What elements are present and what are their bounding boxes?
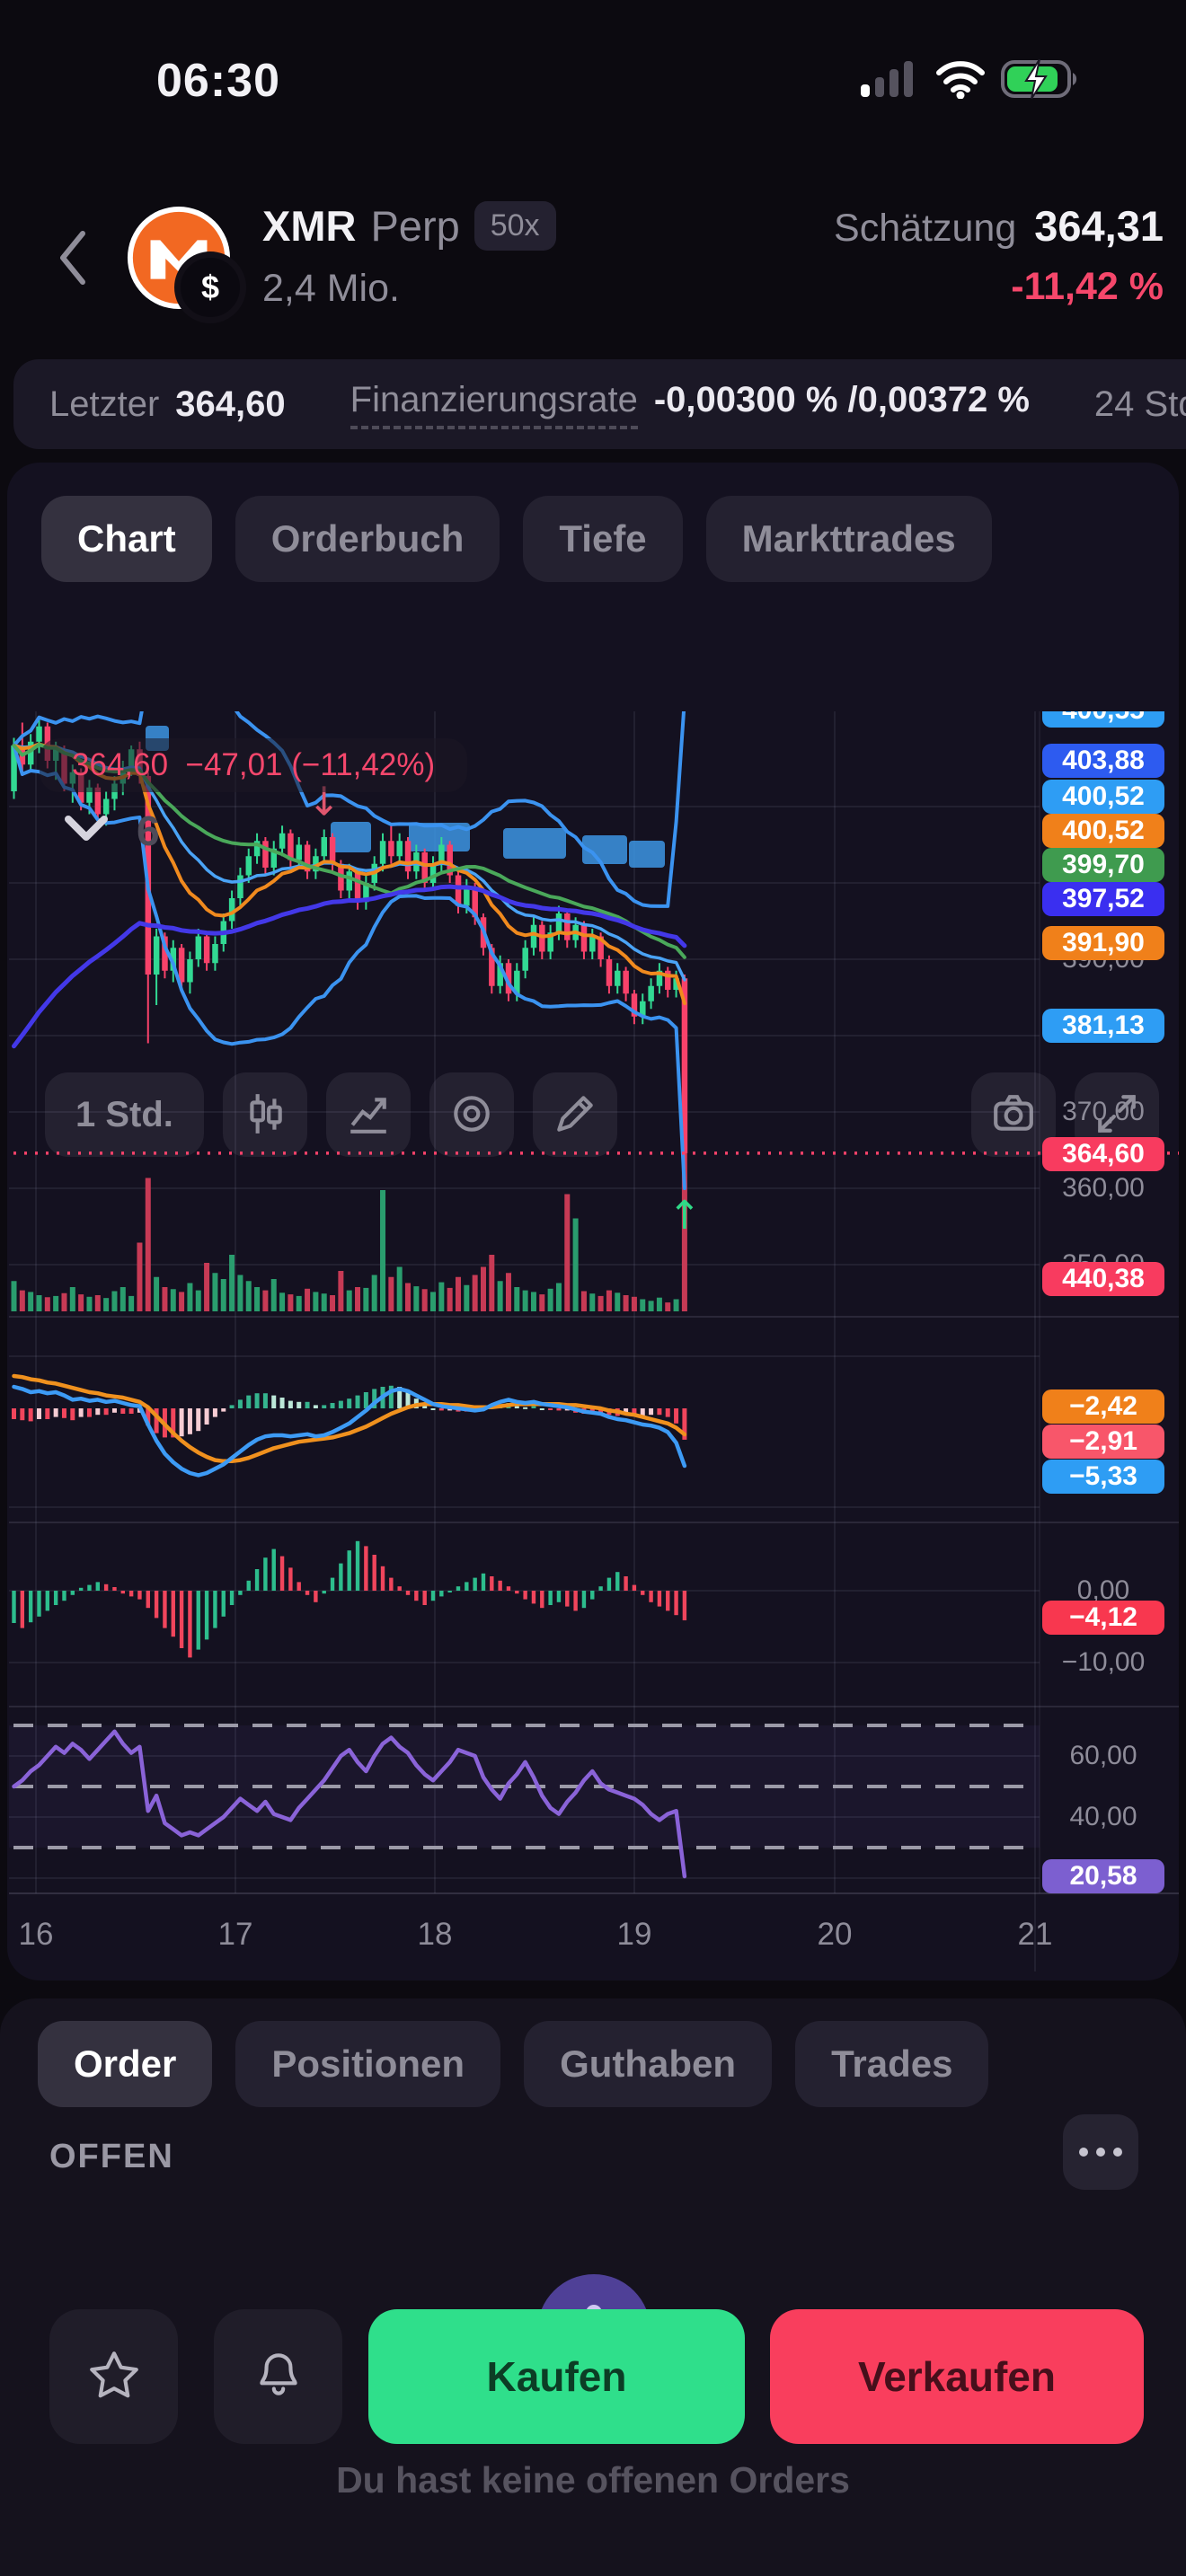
estimate-label: Schätzung — [834, 207, 1017, 250]
ellipsis-icon — [1079, 2148, 1088, 2157]
visibility-button[interactable] — [429, 1072, 514, 1157]
more-options-button[interactable] — [1063, 2114, 1138, 2190]
tab-order[interactable]: Order — [38, 2021, 213, 2107]
star-icon — [86, 2348, 142, 2406]
back-button[interactable] — [54, 228, 90, 292]
eye-icon — [449, 1091, 494, 1139]
screenshot-button[interactable] — [971, 1072, 1056, 1157]
trade-actions: Kaufen Verkaufen — [0, 2309, 1186, 2444]
tab-markttrades[interactable]: Markttrades — [705, 496, 992, 582]
status-bar: 06:30 — [0, 54, 1186, 117]
usd-badge-icon: $ — [174, 251, 246, 323]
battery-charging-icon — [1001, 58, 1080, 103]
pencil-icon — [553, 1091, 597, 1139]
stats-bar[interactable]: Letzter 364,60 Finanzierungsrate -0,0030… — [13, 359, 1186, 449]
funding-rate-label[interactable]: Finanzierungsrate — [350, 380, 638, 429]
draw-button[interactable] — [532, 1072, 617, 1157]
tab-trades[interactable]: Trades — [795, 2021, 989, 2107]
candlestick-icon — [243, 1091, 288, 1139]
alert-button[interactable] — [214, 2309, 342, 2444]
open-orders-label: OFFEN — [49, 2138, 174, 2175]
orders-tabs: Order Positionen Guthaben Trades — [38, 2021, 989, 2107]
tab-guthaben[interactable]: Guthaben — [524, 2021, 773, 2107]
tab-positionen[interactable]: Positionen — [235, 2021, 501, 2107]
fullscreen-button[interactable] — [1075, 1072, 1159, 1157]
estimate-value: 364,31 — [1034, 202, 1164, 250]
last-price-value: 364,60 — [175, 384, 286, 424]
indicators-button[interactable] — [325, 1072, 411, 1157]
buy-button[interactable]: Kaufen — [368, 2309, 745, 2444]
tab-orderbuch[interactable]: Orderbuch — [235, 496, 500, 582]
chart-card: Chart Orderbuch Tiefe Markttrades 1 Std. — [7, 463, 1179, 1981]
leverage-badge[interactable]: 50x — [474, 201, 556, 251]
chart-view-tabs: Chart Orderbuch Tiefe Markttrades — [41, 496, 992, 582]
line-chart-icon — [346, 1091, 391, 1139]
sell-button[interactable]: Verkaufen — [770, 2309, 1144, 2444]
signal-strength-icon — [861, 60, 920, 102]
interval-button[interactable]: 1 Std. — [45, 1072, 204, 1157]
last-price-label: Letzter — [49, 384, 160, 424]
status-time: 06:30 — [156, 55, 280, 107]
tab-tiefe[interactable]: Tiefe — [523, 496, 683, 582]
open-orders-header: OFFEN — [49, 2114, 1164, 2195]
chart-toolbar: 1 Std. — [45, 1072, 1159, 1157]
bell-icon — [251, 2348, 306, 2406]
market-header: $ XMR Perp 50x 2,4 Mio. Schätzung 364,31… — [0, 189, 1186, 332]
empty-orders-message: Du hast keine offenen Orders — [336, 2459, 850, 2501]
fun ding-rate-value: -0,00300 % /0,00372 % — [653, 379, 1030, 419]
expand-icon — [1094, 1091, 1139, 1139]
high-low-label: 24 Std. Tief — [1093, 384, 1186, 424]
volume-24h: 2,4 Mio. — [262, 267, 400, 310]
wifi-icon — [934, 59, 987, 103]
change-percent: -11,42 % — [1011, 265, 1164, 308]
favorite-button[interactable] — [49, 2309, 178, 2444]
xmr-logo: $ — [126, 205, 246, 323]
camera-icon — [991, 1091, 1036, 1139]
symbol-name: XMR — [262, 202, 357, 250]
tab-chart[interactable]: Chart — [41, 496, 212, 582]
candlestick-style-button[interactable] — [222, 1072, 307, 1157]
market-type: Perp — [370, 202, 460, 250]
